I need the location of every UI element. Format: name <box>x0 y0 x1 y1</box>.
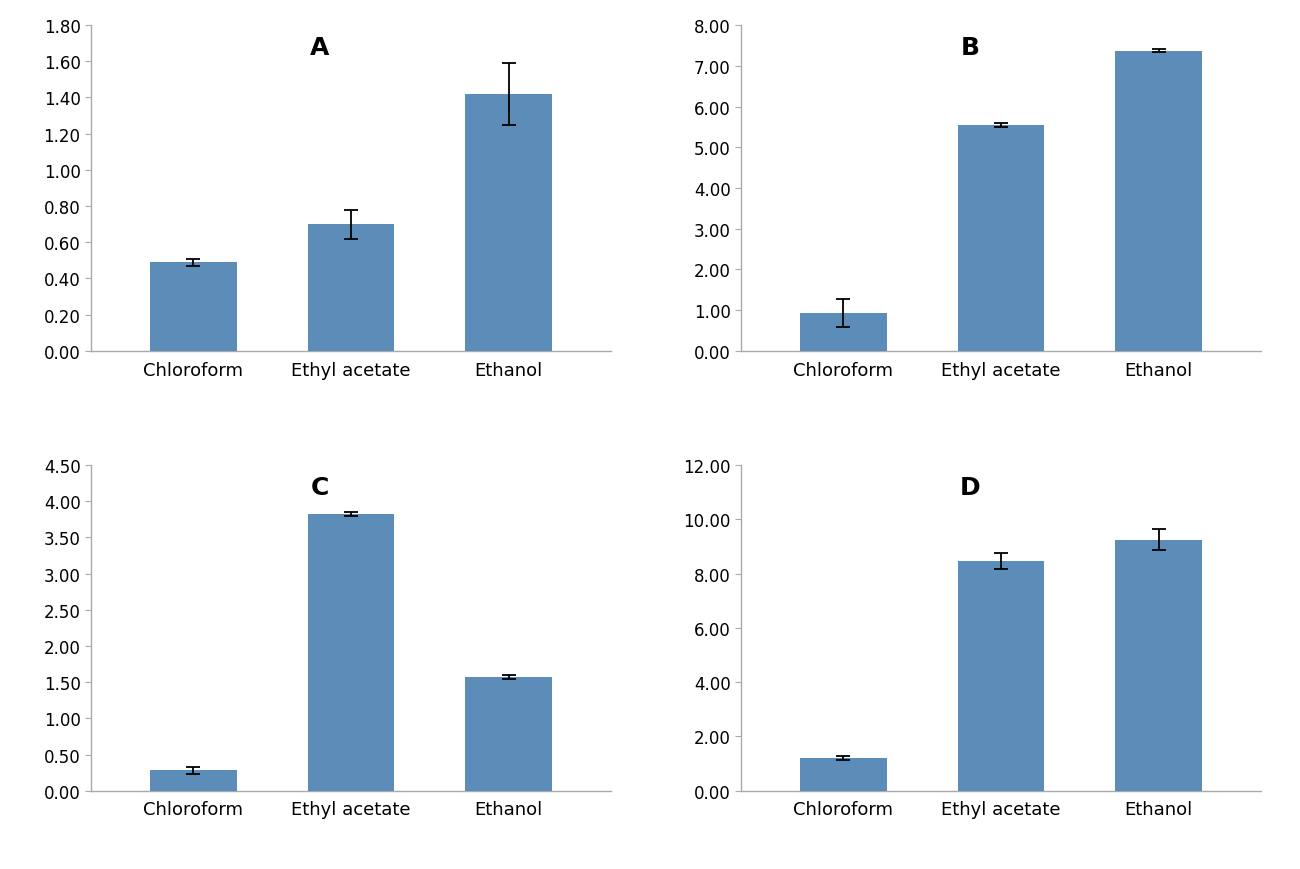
Bar <box>1115 51 1203 351</box>
Bar <box>150 771 237 791</box>
Bar <box>958 561 1044 791</box>
Bar <box>800 314 887 351</box>
Text: A: A <box>311 36 329 60</box>
Bar <box>465 95 552 351</box>
Bar <box>308 514 394 791</box>
Bar <box>1115 540 1203 791</box>
Text: B: B <box>961 36 979 60</box>
Bar <box>465 677 552 791</box>
Bar <box>800 759 887 791</box>
Text: C: C <box>311 475 329 499</box>
Bar <box>958 126 1044 351</box>
Text: D: D <box>959 475 980 499</box>
Bar <box>308 225 394 351</box>
Bar <box>150 263 237 351</box>
